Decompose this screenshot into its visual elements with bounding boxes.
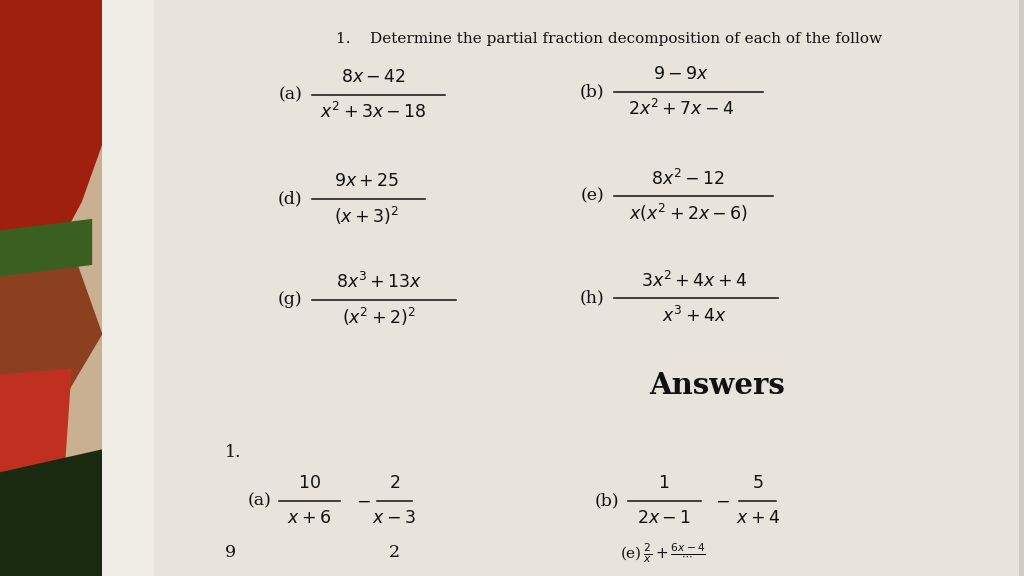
Text: $8x^3+13x$: $8x^3+13x$: [336, 272, 422, 292]
Text: $5$: $5$: [752, 475, 764, 492]
Text: 1.    Determine the partial fraction decomposition of each of the follow: 1. Determine the partial fraction decomp…: [336, 32, 883, 46]
Polygon shape: [0, 369, 72, 518]
FancyBboxPatch shape: [133, 0, 1024, 576]
Text: 1.: 1.: [225, 444, 242, 461]
FancyBboxPatch shape: [0, 0, 143, 576]
Polygon shape: [0, 219, 92, 276]
Text: (g): (g): [278, 291, 302, 308]
Text: $9-9x$: $9-9x$: [653, 66, 709, 84]
Text: (e)$\,\frac{2}{x}+\frac{6x-4}{\cdots}$: (e)$\,\frac{2}{x}+\frac{6x-4}{\cdots}$: [620, 541, 706, 564]
FancyBboxPatch shape: [102, 0, 154, 576]
Text: $1$: $1$: [657, 475, 670, 492]
Polygon shape: [0, 449, 123, 576]
Text: (e): (e): [581, 187, 604, 204]
Text: 9: 9: [225, 544, 236, 562]
Text: $9x+25$: $9x+25$: [334, 173, 399, 190]
Text: (d): (d): [278, 190, 302, 207]
Text: (a): (a): [279, 86, 302, 104]
Text: $2x-1$: $2x-1$: [637, 510, 690, 527]
Polygon shape: [0, 248, 102, 403]
Text: $-$: $-$: [356, 492, 371, 510]
Text: $8x^2-12$: $8x^2-12$: [651, 169, 725, 188]
Text: (b): (b): [580, 84, 604, 101]
Text: $-$: $-$: [715, 492, 729, 510]
Text: $x+6$: $x+6$: [287, 510, 332, 527]
Text: $x+4$: $x+4$: [736, 510, 779, 527]
Text: $x^3+4x$: $x^3+4x$: [662, 306, 727, 325]
Text: (h): (h): [580, 290, 604, 307]
Polygon shape: [0, 0, 123, 259]
Text: $10$: $10$: [298, 475, 321, 492]
Text: 2: 2: [389, 544, 399, 562]
Text: Answers: Answers: [649, 372, 784, 400]
Text: $8x-42$: $8x-42$: [341, 69, 407, 86]
Text: $(x^2+2)^2$: $(x^2+2)^2$: [342, 306, 416, 328]
Text: $(x+3)^2$: $(x+3)^2$: [334, 205, 399, 227]
Text: $x-3$: $x-3$: [373, 510, 416, 527]
FancyBboxPatch shape: [1019, 0, 1024, 576]
Text: $2$: $2$: [389, 475, 399, 492]
Text: $x(x^2+2x-6)$: $x(x^2+2x-6)$: [629, 202, 748, 224]
Text: $3x^2+4x+4$: $3x^2+4x+4$: [641, 271, 748, 291]
Text: $x^2+3x-18$: $x^2+3x-18$: [321, 103, 427, 122]
Text: (b): (b): [595, 492, 620, 510]
Text: $2x^2+7x-4$: $2x^2+7x-4$: [628, 100, 734, 119]
Text: (a): (a): [248, 492, 271, 510]
